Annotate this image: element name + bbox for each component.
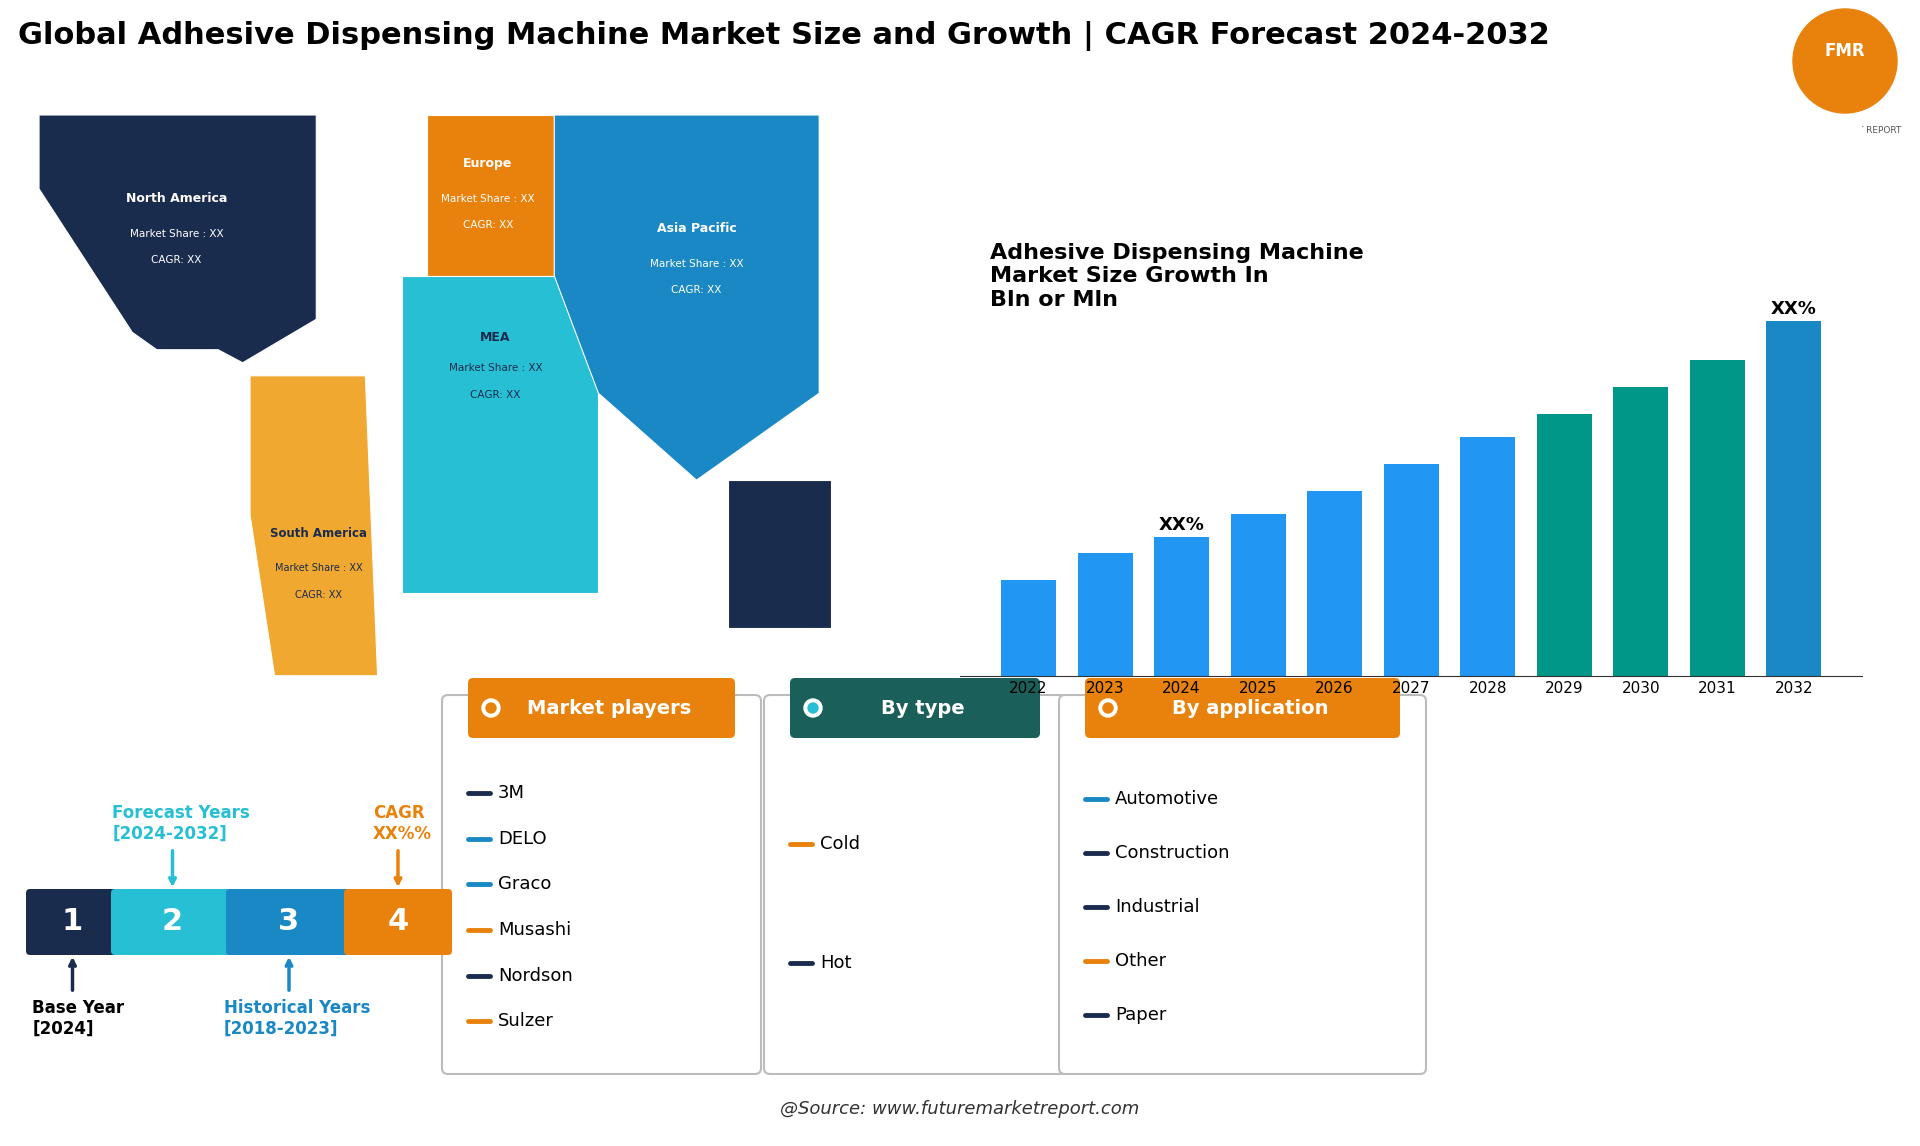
- Text: Market players: Market players: [528, 699, 691, 717]
- Text: @Source: www.futuremarketreport.com: @Source: www.futuremarketreport.com: [780, 1100, 1140, 1118]
- FancyBboxPatch shape: [468, 678, 735, 738]
- Text: DELO: DELO: [497, 830, 547, 848]
- Circle shape: [1102, 702, 1114, 713]
- Text: 2: 2: [161, 908, 182, 936]
- Polygon shape: [401, 276, 599, 594]
- Text: 1: 1: [61, 908, 83, 936]
- FancyBboxPatch shape: [27, 889, 119, 955]
- Polygon shape: [38, 115, 317, 363]
- Circle shape: [1793, 9, 1897, 113]
- Bar: [1000, 580, 1056, 676]
- Text: Base Year
[2024]: Base Year [2024]: [33, 999, 125, 1038]
- Bar: [1690, 360, 1745, 676]
- Bar: [1231, 515, 1286, 676]
- Bar: [1613, 387, 1668, 676]
- Text: Asia Pacific: Asia Pacific: [657, 222, 737, 235]
- Text: 3: 3: [278, 908, 300, 936]
- Text: Paper: Paper: [1116, 1006, 1165, 1023]
- Text: South America: South America: [271, 527, 367, 540]
- Text: Global Adhesive Dispensing Machine Market Size and Growth | CAGR Forecast 2024-2: Global Adhesive Dispensing Machine Marke…: [17, 21, 1549, 52]
- Text: Market Share : XX: Market Share : XX: [275, 564, 363, 573]
- FancyBboxPatch shape: [442, 694, 760, 1074]
- Text: CAGR: XX: CAGR: XX: [152, 254, 202, 265]
- Bar: [1461, 437, 1515, 676]
- FancyBboxPatch shape: [344, 889, 451, 955]
- Text: Europe: Europe: [463, 157, 513, 170]
- Text: Adhesive Dispensing Machine
Market Size Growth In
Bln or Mln: Adhesive Dispensing Machine Market Size …: [991, 243, 1363, 309]
- Circle shape: [808, 702, 818, 713]
- Text: By application: By application: [1173, 699, 1329, 717]
- FancyBboxPatch shape: [1060, 694, 1427, 1074]
- FancyBboxPatch shape: [789, 678, 1041, 738]
- Text: Industrial: Industrial: [1116, 897, 1200, 916]
- FancyBboxPatch shape: [764, 694, 1066, 1074]
- Text: Market Share : XX: Market Share : XX: [131, 229, 223, 238]
- Circle shape: [1098, 699, 1117, 717]
- Circle shape: [486, 702, 495, 713]
- FancyBboxPatch shape: [1085, 678, 1400, 738]
- Text: Cold: Cold: [820, 835, 860, 853]
- Text: FUTURE MARKET REPORT: FUTURE MARKET REPORT: [1788, 126, 1901, 135]
- FancyBboxPatch shape: [227, 889, 351, 955]
- Text: Construction: Construction: [1116, 843, 1229, 862]
- Text: XX%: XX%: [1158, 516, 1204, 534]
- Text: 3M: 3M: [497, 784, 524, 802]
- Circle shape: [482, 699, 499, 717]
- Circle shape: [804, 699, 822, 717]
- Bar: [1154, 537, 1210, 676]
- Bar: [1308, 490, 1361, 676]
- Text: XX%: XX%: [1770, 299, 1816, 317]
- Text: Other: Other: [1116, 952, 1165, 970]
- Text: FMR: FMR: [1824, 42, 1866, 60]
- Text: By type: By type: [881, 699, 966, 717]
- Text: Market Share : XX: Market Share : XX: [449, 363, 541, 374]
- Text: Historical Years
[2018-2023]: Historical Years [2018-2023]: [225, 999, 371, 1038]
- Text: Graco: Graco: [497, 876, 551, 894]
- Polygon shape: [426, 115, 555, 276]
- Text: MEA: MEA: [480, 331, 511, 344]
- Text: CAGR: XX: CAGR: XX: [672, 285, 722, 296]
- Text: Forecast Years
[2024-2032]: Forecast Years [2024-2032]: [113, 804, 250, 843]
- FancyBboxPatch shape: [111, 889, 234, 955]
- Text: Automotive: Automotive: [1116, 790, 1219, 808]
- Text: Market Share : XX: Market Share : XX: [442, 194, 536, 204]
- Text: Musashi: Musashi: [497, 921, 572, 939]
- Bar: [1077, 552, 1133, 676]
- Text: Nordson: Nordson: [497, 967, 572, 984]
- Bar: [1766, 321, 1822, 676]
- Text: CAGR: XX: CAGR: XX: [470, 390, 520, 400]
- Bar: [1384, 464, 1438, 676]
- Text: Sulzer: Sulzer: [497, 1012, 553, 1030]
- Polygon shape: [250, 376, 378, 676]
- Polygon shape: [555, 115, 820, 480]
- Text: 4: 4: [388, 908, 409, 936]
- Text: CAGR: XX: CAGR: XX: [463, 220, 513, 230]
- Text: CAGR: XX: CAGR: XX: [296, 589, 342, 599]
- Bar: [1536, 414, 1592, 676]
- Polygon shape: [728, 480, 831, 628]
- Text: Hot: Hot: [820, 953, 851, 972]
- Text: Market Share : XX: Market Share : XX: [649, 259, 743, 269]
- Text: CAGR
XX%%: CAGR XX%%: [372, 804, 432, 843]
- Text: North America: North America: [125, 191, 227, 205]
